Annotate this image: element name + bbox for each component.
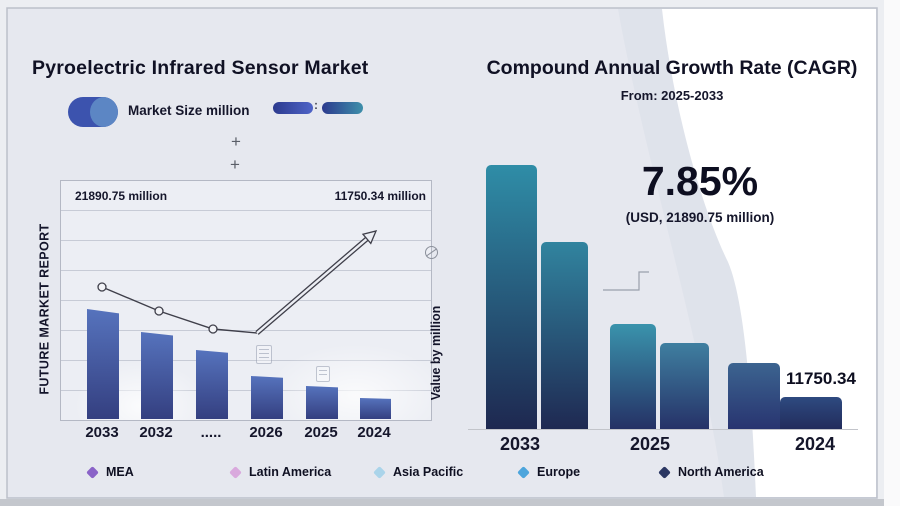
ratio-separator: : — [314, 98, 318, 112]
legend-label: Asia Pacific — [393, 465, 464, 479]
trend-marker — [208, 324, 218, 334]
x-axis-label: 2025 — [629, 434, 671, 454]
cagr-chart — [468, 160, 858, 430]
chart-start-value: 21890.75 million — [75, 189, 168, 203]
slashed-circle-icon — [425, 246, 438, 259]
cagr-bar — [660, 343, 709, 429]
legend-diamond-icon — [229, 465, 242, 479]
legend-diamond-icon — [86, 465, 99, 479]
legend-label: MEA — [106, 465, 134, 479]
trend-marker — [97, 282, 107, 292]
document-watermark-icon — [316, 366, 330, 382]
cagr-title: Compound Annual Growth Rate (CAGR) — [486, 57, 858, 79]
cagr-bar — [610, 324, 656, 429]
market-size-bar — [87, 309, 119, 419]
document-watermark-icon — [256, 345, 272, 364]
cagr-subtitle: From: 2025-2033 — [620, 88, 724, 103]
market-size-legend-label: Market Size million — [128, 103, 250, 118]
legend-label: Europe — [537, 465, 581, 479]
cylinder-cap-shape — [90, 97, 118, 127]
cagr-value: 7.85% — [641, 158, 759, 204]
ratio-pill-blue — [273, 102, 313, 114]
legend-item-asia-pacific: Asia Pacific — [373, 465, 464, 479]
legend-label: Latin America — [249, 465, 332, 479]
page-title: Pyroelectric Infrared Sensor Market — [32, 57, 369, 79]
legend-item-latin-america: Latin America — [229, 465, 332, 479]
x-axis-label: 2032 — [139, 424, 173, 441]
cagr-x-axis: 2033 2025 2024 — [468, 434, 858, 456]
x-axis-label: 2025 — [304, 424, 338, 441]
trend-line-arrow — [97, 230, 378, 335]
legend-diamond-icon — [517, 465, 530, 479]
x-axis-label: 2026 — [249, 424, 283, 441]
market-size-bar — [306, 386, 338, 419]
plus-decoration-icon: + — [230, 155, 240, 174]
step-decoration — [603, 271, 649, 291]
legend-item-north-america: North America — [658, 465, 764, 479]
plus-decoration-icon: + — [231, 132, 241, 151]
legend-diamond-icon — [658, 465, 671, 479]
market-size-cylinder-icon — [68, 97, 118, 127]
x-axis-label: 2033 — [499, 434, 541, 454]
x-axis-label: 2033 — [85, 424, 119, 441]
cagr-bar — [728, 363, 780, 429]
market-size-bar — [141, 332, 173, 419]
legend-item-mea: MEA — [86, 465, 134, 479]
x-axis-label: ..... — [200, 424, 222, 441]
market-size-bar — [360, 398, 391, 419]
market-size-bar — [196, 350, 228, 419]
cagr-axis-line — [468, 429, 858, 430]
cagr-usd-detail: (USD, 21890.75 million) — [625, 210, 775, 225]
legend-label: North America — [678, 465, 764, 479]
trend-marker — [154, 306, 164, 316]
cagr-bar — [780, 397, 842, 429]
x-axis-label: 2024 — [357, 424, 391, 441]
x-axis-label: 2024 — [794, 434, 836, 454]
legend-item-europe: Europe — [517, 465, 581, 479]
cagr-callout-value: 11750.34 — [786, 369, 856, 388]
chart-end-value: 11750.34 million — [334, 189, 426, 203]
cagr-bar — [541, 242, 588, 429]
future-market-report-watermark: FUTURE MARKET REPORT — [37, 223, 52, 395]
market-size-x-axis: 2033 2032..... 2026 2025 2024 — [60, 424, 432, 444]
cagr-bar — [486, 165, 537, 429]
value-axis-label: Value by million — [429, 305, 443, 401]
ratio-pill-teal — [322, 102, 363, 114]
legend-diamond-icon — [373, 465, 386, 479]
market-size-bar — [251, 376, 283, 419]
market-size-chart: 21890.75 million 11750.34 million — [60, 180, 432, 421]
